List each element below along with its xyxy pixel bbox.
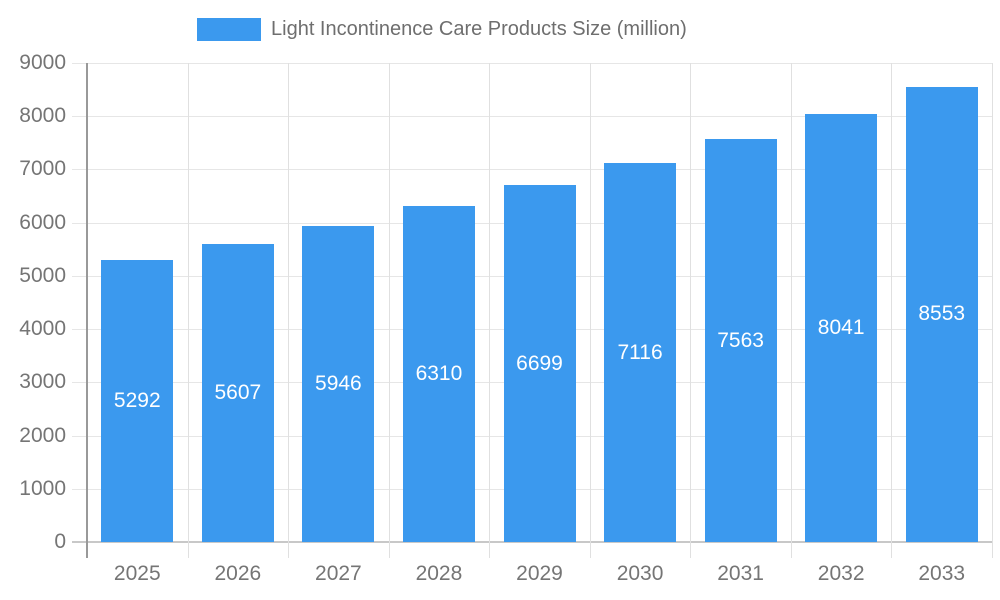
bar-value-label: 7116 bbox=[617, 340, 663, 364]
bar[interactable] bbox=[604, 163, 677, 542]
y-axis-line bbox=[86, 63, 88, 558]
gridline-vertical bbox=[388, 63, 390, 558]
gridline-vertical bbox=[288, 63, 290, 558]
gridline-vertical bbox=[589, 63, 591, 558]
y-axis-tick-label: 3000 bbox=[19, 370, 66, 394]
bar-value-label: 6699 bbox=[516, 351, 563, 375]
legend-swatch bbox=[197, 18, 261, 41]
x-axis-tick-label: 2025 bbox=[113, 562, 161, 585]
x-axis-tick-label: 2030 bbox=[616, 562, 664, 585]
y-axis-tick-label: 1000 bbox=[19, 476, 66, 500]
gridline-vertical bbox=[187, 63, 189, 558]
bar-value-label: 5607 bbox=[214, 380, 262, 404]
bar[interactable] bbox=[201, 243, 274, 542]
chart-legend[interactable]: Light Incontinence Care Products Size (m… bbox=[197, 18, 687, 41]
y-axis-tick-label: 7000 bbox=[19, 157, 66, 181]
bar-value-label: 7563 bbox=[717, 328, 764, 352]
bar[interactable] bbox=[905, 86, 978, 542]
y-axis-tick-label: 0 bbox=[54, 530, 66, 553]
bar-value-label: 5292 bbox=[113, 389, 161, 413]
bar-value-label: 8041 bbox=[817, 316, 865, 340]
gridline-vertical bbox=[790, 63, 792, 558]
bar[interactable] bbox=[805, 114, 878, 542]
bar[interactable] bbox=[302, 225, 375, 542]
legend-label: Light Incontinence Care Products Size (m… bbox=[271, 18, 687, 40]
x-axis-tick-label: 2026 bbox=[214, 562, 262, 585]
bar-value-label: 5946 bbox=[315, 371, 362, 395]
gridline-horizontal bbox=[72, 169, 992, 171]
x-axis-tick-label: 2031 bbox=[717, 562, 764, 585]
bar-value-label: 8553 bbox=[918, 302, 966, 326]
y-axis-tick-label: 9000 bbox=[19, 51, 66, 74]
y-axis-tick-label: 8000 bbox=[19, 104, 66, 128]
x-axis-tick-label: 2028 bbox=[415, 562, 463, 585]
x-axis-tick-label: 2029 bbox=[516, 562, 563, 585]
gridline-vertical bbox=[992, 63, 993, 558]
x-axis-tick-label: 2027 bbox=[315, 562, 362, 585]
y-axis-tick-label: 4000 bbox=[19, 317, 66, 341]
y-axis-tick-label: 2000 bbox=[19, 423, 66, 447]
bar[interactable] bbox=[101, 260, 174, 542]
x-axis-line bbox=[72, 541, 992, 543]
bar-value-label: 6310 bbox=[415, 362, 463, 386]
gridline-vertical bbox=[489, 63, 491, 558]
gridline-horizontal bbox=[72, 116, 992, 118]
x-axis-tick-label: 2033 bbox=[918, 562, 966, 585]
gridline-vertical bbox=[891, 63, 893, 558]
bar[interactable] bbox=[402, 206, 475, 542]
gridline-vertical bbox=[690, 63, 692, 558]
gridline-horizontal bbox=[72, 63, 992, 64]
y-axis-tick-label: 5000 bbox=[19, 263, 66, 287]
bar[interactable] bbox=[704, 139, 777, 542]
x-axis-tick-label: 2032 bbox=[817, 562, 865, 585]
bar[interactable] bbox=[503, 185, 576, 542]
y-axis-tick-label: 6000 bbox=[19, 210, 66, 234]
